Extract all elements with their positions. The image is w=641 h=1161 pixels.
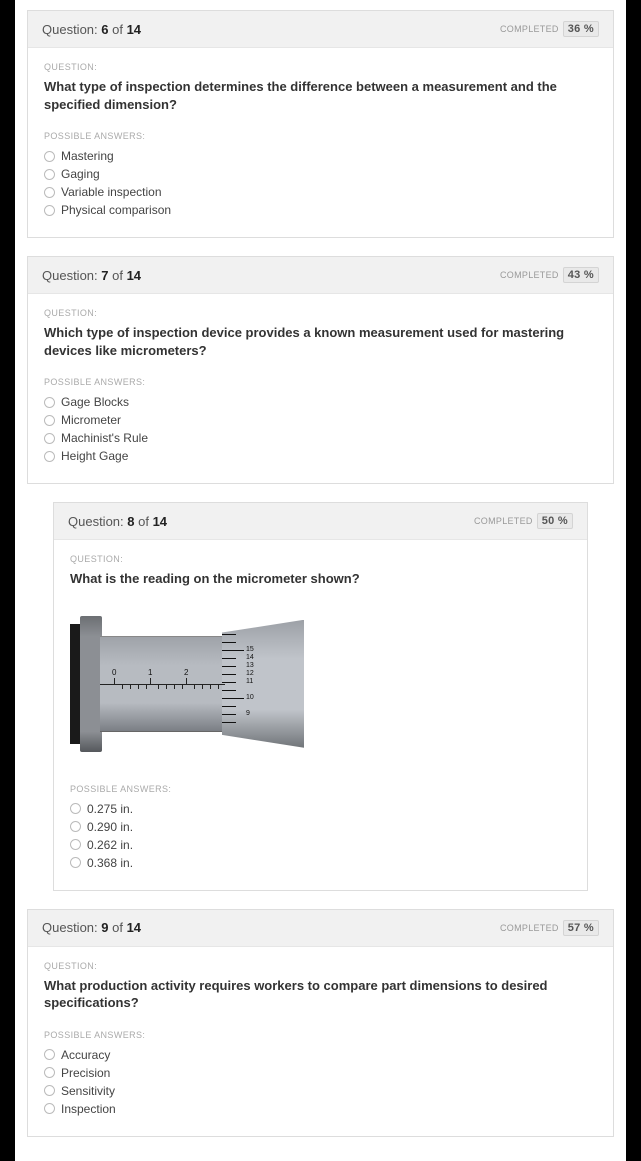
answers-list: Accuracy Precision Sensitivity Inspection	[44, 1046, 597, 1118]
answer-text: Inspection	[61, 1102, 116, 1116]
question-number: Question: 6 of 14	[42, 22, 141, 37]
question-label: QUESTION:	[44, 308, 597, 318]
question-card: Question: 7 of 14 COMPLETED43 % QUESTION: W…	[27, 256, 614, 484]
question-card: Question: 9 of 14 COMPLETED57 % QUESTION: W…	[27, 909, 614, 1137]
answer-text: Gaging	[61, 167, 100, 181]
radio-icon[interactable]	[44, 1103, 55, 1114]
question-card: Question: 8 of 14 COMPLETED50 % QUESTION: W…	[53, 502, 588, 891]
question-label: QUESTION:	[44, 961, 597, 971]
answers-label: POSSIBLE ANSWERS:	[70, 784, 571, 794]
answer-text: Height Gage	[61, 449, 128, 463]
question-header: Question: 8 of 14 COMPLETED50 %	[54, 503, 587, 540]
answer-option[interactable]: Micrometer	[44, 411, 597, 429]
radio-icon[interactable]	[70, 803, 81, 814]
answer-text: Micrometer	[61, 413, 121, 427]
answer-text: Physical comparison	[61, 203, 171, 217]
answer-option[interactable]: Variable inspection	[44, 183, 597, 201]
question-number: Question: 7 of 14	[42, 268, 141, 283]
answer-option[interactable]: 0.368 in.	[70, 854, 571, 872]
question-text: Which type of inspection device provides…	[44, 324, 597, 359]
answer-text: Variable inspection	[61, 185, 162, 199]
answers-label: POSSIBLE ANSWERS:	[44, 377, 597, 387]
question-number: Question: 8 of 14	[68, 514, 167, 529]
answer-text: 0.275 in.	[87, 802, 133, 816]
radio-icon[interactable]	[70, 821, 81, 832]
question-body: QUESTION: What production activity requir…	[28, 947, 613, 1136]
answer-text: Machinist's Rule	[61, 431, 148, 445]
answer-option[interactable]: Inspection	[44, 1100, 597, 1118]
radio-icon[interactable]	[70, 839, 81, 850]
answer-text: Gage Blocks	[61, 395, 129, 409]
completed-badge: COMPLETED43 %	[500, 267, 599, 283]
answer-text: Mastering	[61, 149, 114, 163]
question-number: Question: 9 of 14	[42, 920, 141, 935]
radio-icon[interactable]	[70, 857, 81, 868]
answer-option[interactable]: Accuracy	[44, 1046, 597, 1064]
answer-option[interactable]: Gage Blocks	[44, 393, 597, 411]
question-text: What type of inspection determines the d…	[44, 78, 597, 113]
radio-icon[interactable]	[44, 1085, 55, 1096]
radio-icon[interactable]	[44, 397, 55, 408]
question-header: Question: 9 of 14 COMPLETED57 %	[28, 910, 613, 947]
question-label: QUESTION:	[70, 554, 571, 564]
radio-icon[interactable]	[44, 451, 55, 462]
question-card: Question: 6 of 14 COMPLETED36 % QUESTION: W…	[27, 10, 614, 238]
answer-option[interactable]: Height Gage	[44, 447, 597, 465]
answer-text: 0.290 in.	[87, 820, 133, 834]
question-body: QUESTION: What is the reading on the micr…	[54, 540, 587, 890]
question-text: What is the reading on the micrometer sh…	[70, 570, 571, 588]
question-text: What production activity requires worker…	[44, 977, 597, 1012]
radio-icon[interactable]	[44, 1049, 55, 1060]
question-header: Question: 6 of 14 COMPLETED36 %	[28, 11, 613, 48]
answer-option[interactable]: Mastering	[44, 147, 597, 165]
answers-list: Mastering Gaging Variable inspection Physic…	[44, 147, 597, 219]
answer-option[interactable]: Physical comparison	[44, 201, 597, 219]
radio-icon[interactable]	[44, 1067, 55, 1078]
answer-option[interactable]: 0.262 in.	[70, 836, 571, 854]
radio-icon[interactable]	[44, 169, 55, 180]
answer-option[interactable]: Gaging	[44, 165, 597, 183]
answer-option[interactable]: 0.275 in.	[70, 800, 571, 818]
radio-icon[interactable]	[44, 415, 55, 426]
micrometer-image: 0121514131211109	[70, 606, 300, 766]
radio-icon[interactable]	[44, 151, 55, 162]
answer-option[interactable]: 0.290 in.	[70, 818, 571, 836]
completed-badge: COMPLETED57 %	[500, 920, 599, 936]
question-header: Question: 7 of 14 COMPLETED43 %	[28, 257, 613, 294]
completed-badge: COMPLETED36 %	[500, 21, 599, 37]
answer-option[interactable]: Sensitivity	[44, 1082, 597, 1100]
answers-list: 0.275 in. 0.290 in. 0.262 in. 0.368 in.	[70, 800, 571, 872]
answer-text: 0.262 in.	[87, 838, 133, 852]
radio-icon[interactable]	[44, 433, 55, 444]
completed-badge: COMPLETED50 %	[474, 513, 573, 529]
answer-text: 0.368 in.	[87, 856, 133, 870]
answers-label: POSSIBLE ANSWERS:	[44, 131, 597, 141]
answer-option[interactable]: Precision	[44, 1064, 597, 1082]
quiz-page: Question: 6 of 14 COMPLETED36 % QUESTION: W…	[15, 0, 626, 1161]
answer-option[interactable]: Machinist's Rule	[44, 429, 597, 447]
question-label: QUESTION:	[44, 62, 597, 72]
answer-text: Accuracy	[61, 1048, 110, 1062]
radio-icon[interactable]	[44, 187, 55, 198]
answer-text: Sensitivity	[61, 1084, 115, 1098]
question-body: QUESTION: What type of inspection determi…	[28, 48, 613, 237]
question-body: QUESTION: Which type of inspection device…	[28, 294, 613, 483]
answers-list: Gage Blocks Micrometer Machinist's Rule Hei…	[44, 393, 597, 465]
answers-label: POSSIBLE ANSWERS:	[44, 1030, 597, 1040]
radio-icon[interactable]	[44, 205, 55, 216]
answer-text: Precision	[61, 1066, 110, 1080]
